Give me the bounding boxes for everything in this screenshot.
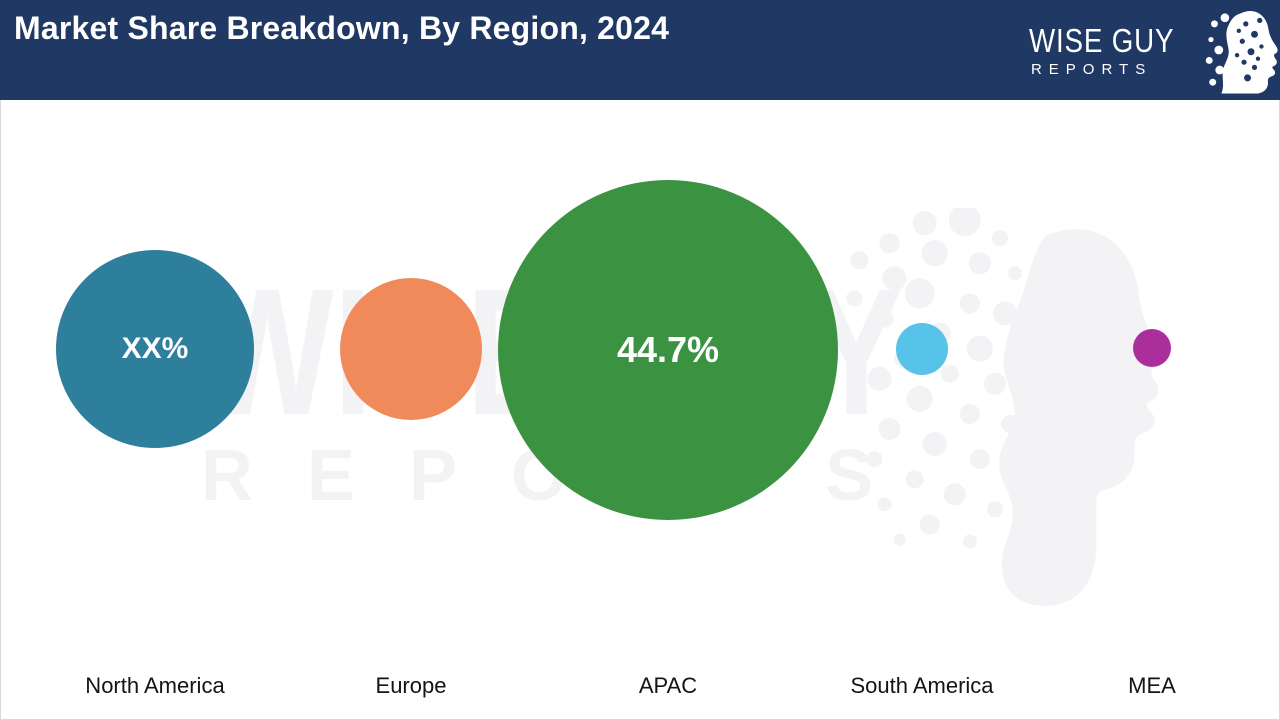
category-label-apac: APAC — [638, 673, 698, 698]
wiseguy-logo-name: WISE GUY — [1028, 22, 1175, 59]
wiseguy-logo-text: WISE GUY REPORTS — [1029, 22, 1202, 78]
header-bar: Market Share Breakdown, By Region, 2024 … — [0, 0, 1280, 100]
bubble-europe — [340, 278, 482, 420]
category-label-mea: MEA — [1128, 673, 1176, 698]
watermark-head-icon — [846, 208, 1162, 606]
bubble-mea — [1133, 329, 1171, 367]
wiseguy-head-icon — [1205, 10, 1278, 94]
bubble-apac: 44.7% — [498, 180, 838, 520]
bubble-south-america — [896, 323, 948, 375]
category-label-south-america: South America — [850, 673, 994, 698]
bubble-north-america: XX% — [56, 250, 254, 448]
wiseguy-logo: WISE GUY REPORTS — [1029, 0, 1278, 100]
page-title: Market Share Breakdown, By Region, 2024 — [14, 10, 670, 46]
bubble-value-north-america: XX% — [121, 332, 189, 365]
wiseguy-logo-tagline: REPORTS — [1030, 61, 1153, 78]
category-label-europe: Europe — [375, 673, 447, 698]
bubble-value-apac: 44.7% — [616, 329, 720, 370]
chart-area: WISE GUY REPORTS — [0, 100, 1280, 720]
category-label-north-america: North America — [85, 673, 225, 698]
